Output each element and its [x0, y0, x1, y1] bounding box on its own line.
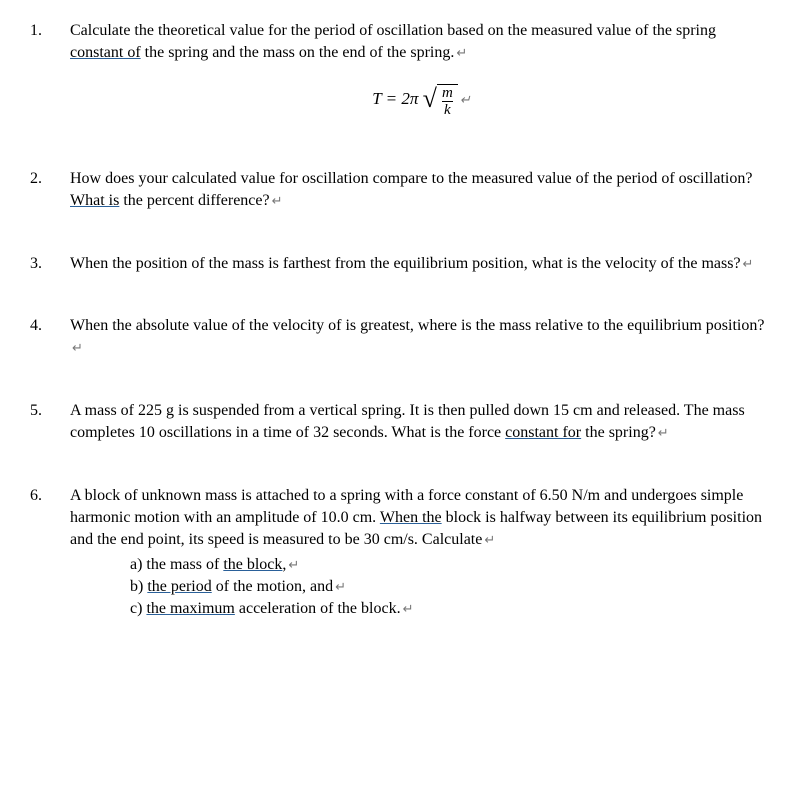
question-body: When the position of the mass is farthes…	[70, 253, 773, 275]
question-number: 1.	[30, 20, 70, 128]
subparts: a) the mass of the block, b) the period …	[130, 554, 773, 621]
radical-symbol: √	[423, 86, 437, 112]
question-5: 5. A mass of 225 g is suspended from a v…	[30, 400, 773, 445]
question-text: Calculate the theoretical value for the …	[70, 22, 716, 39]
subpart-tail: ,	[282, 556, 299, 573]
subpart-label: c)	[130, 600, 146, 617]
question-number: 5.	[30, 400, 70, 445]
fraction-denominator: k	[442, 101, 453, 119]
underlined-text: When the	[380, 509, 442, 526]
underlined-text: the period	[147, 578, 211, 595]
question-body: How does your calculated value for oscil…	[70, 168, 773, 213]
question-body: A mass of 225 g is suspended from a vert…	[70, 400, 773, 445]
question-4: 4. When the absolute value of the veloci…	[30, 315, 773, 360]
sqrt-icon: √ m k	[423, 83, 458, 118]
question-6: 6. A block of unknown mass is attached t…	[30, 485, 773, 621]
equation-lhs: T = 2π	[372, 89, 418, 108]
fraction-numerator: m	[440, 85, 455, 102]
underlined-text: constant of	[70, 44, 141, 61]
question-3: 3. When the position of the mass is fart…	[30, 253, 773, 275]
question-number: 6.	[30, 485, 70, 621]
question-number: 4.	[30, 315, 70, 360]
subpart-tail: acceleration of the block.	[235, 600, 414, 617]
question-body: When the absolute value of the velocity …	[70, 315, 773, 360]
return-icon	[458, 89, 471, 108]
question-text-tail: the percent difference?	[119, 192, 282, 209]
question-body: A block of unknown mass is attached to a…	[70, 485, 773, 621]
subpart-c: c) the maximum acceleration of the block…	[130, 598, 773, 620]
underlined-text: constant for	[505, 424, 581, 441]
equation: T = 2π √ m k	[70, 83, 773, 118]
subpart-label: a) the mass of	[130, 556, 223, 573]
question-text: How does your calculated value for oscil…	[70, 170, 752, 187]
sqrt-content: m k	[437, 84, 458, 119]
subpart-tail: of the motion, and	[212, 578, 346, 595]
question-body: Calculate the theoretical value for the …	[70, 20, 773, 128]
question-text: When the position of the mass is farthes…	[70, 255, 753, 272]
subpart-b: b) the period of the motion, and	[130, 576, 773, 598]
question-text: When the absolute value of the velocity …	[70, 317, 764, 356]
question-number: 3.	[30, 253, 70, 275]
underlined-text: the block	[223, 556, 282, 573]
question-text-tail: the spring and the mass on the end of th…	[141, 44, 468, 61]
question-text-tail: the spring?	[581, 424, 669, 441]
subpart-a: a) the mass of the block,	[130, 554, 773, 576]
underlined-text: the maximum	[146, 600, 234, 617]
question-2: 2. How does your calculated value for os…	[30, 168, 773, 213]
question-1: 1. Calculate the theoretical value for t…	[30, 20, 773, 128]
question-number: 2.	[30, 168, 70, 213]
underlined-text: What is	[70, 192, 119, 209]
subpart-label: b)	[130, 578, 147, 595]
